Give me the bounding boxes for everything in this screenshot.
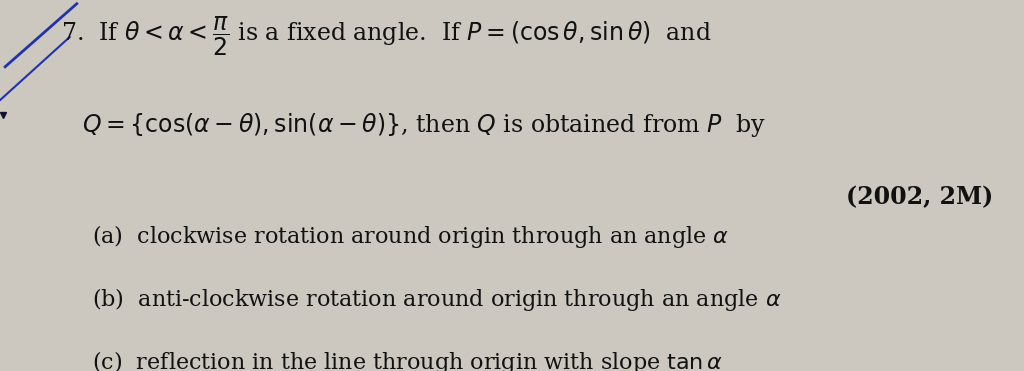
Text: (2002, 2M): (2002, 2M) xyxy=(846,186,993,210)
Text: 7.  If $\theta < \alpha < \dfrac{\pi}{2}$ is a fixed angle.  If $P = (\cos\theta: 7. If $\theta < \alpha < \dfrac{\pi}{2}$… xyxy=(61,15,712,58)
Text: (b)  anti-clockwise rotation around origin through an angle $\alpha$: (b) anti-clockwise rotation around origi… xyxy=(92,286,781,313)
Text: (a)  clockwise rotation around origin through an angle $\alpha$: (a) clockwise rotation around origin thr… xyxy=(92,223,729,250)
Text: $Q = \{\cos(\alpha - \theta), \sin(\alpha - \theta)\}$, then $Q$ is obtained fro: $Q = \{\cos(\alpha - \theta), \sin(\alph… xyxy=(82,111,766,139)
Text: (c)  reflection in the line through origin with slope $\tan\alpha$: (c) reflection in the line through origi… xyxy=(92,349,723,371)
